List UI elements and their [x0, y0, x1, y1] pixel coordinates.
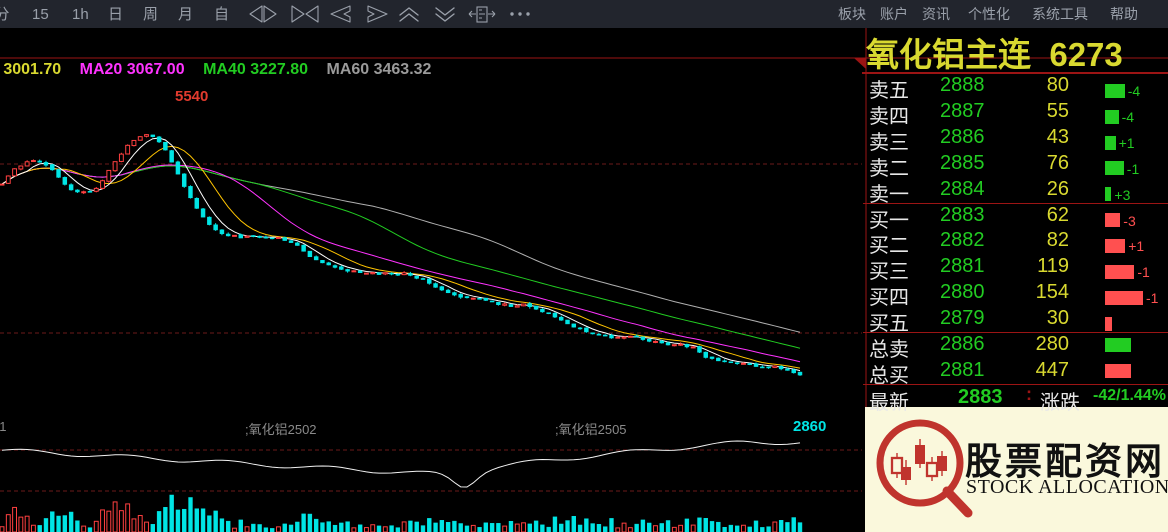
- svg-text:日: 日: [108, 6, 123, 23]
- svg-text:15: 15: [32, 6, 49, 23]
- svg-text:月: 月: [178, 6, 193, 23]
- svg-text:帮助: 帮助: [1110, 6, 1138, 22]
- svg-text:个性化: 个性化: [968, 6, 1010, 22]
- svg-text:资讯: 资讯: [922, 6, 950, 22]
- svg-text:5分: 5分: [0, 6, 9, 23]
- svg-text:周: 周: [143, 6, 158, 23]
- svg-text:账户: 账户: [880, 6, 908, 22]
- svg-text:板块: 板块: [838, 6, 866, 22]
- svg-text:自: 自: [214, 6, 229, 23]
- svg-text:系统工具: 系统工具: [1032, 6, 1088, 22]
- svg-text:1h: 1h: [72, 6, 89, 23]
